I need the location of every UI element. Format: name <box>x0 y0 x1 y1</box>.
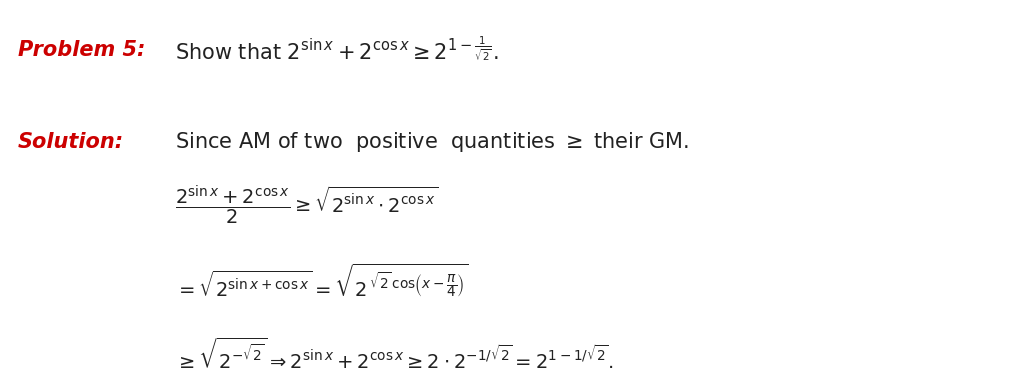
Text: Since AM of two  positive  quantities $\geq$ their GM.: Since AM of two positive quantities $\ge… <box>175 130 689 154</box>
Text: $\geq \sqrt{2^{-\sqrt{2}}} \Rightarrow 2^{\sin x} + 2^{\cos x} \geq 2 \cdot 2^{-: $\geq \sqrt{2^{-\sqrt{2}}} \Rightarrow 2… <box>175 338 613 372</box>
Text: Problem 5:: Problem 5: <box>18 40 145 60</box>
Text: $= \sqrt{2^{\sin x + \cos x}} = \sqrt{2^{\,\sqrt{2}\,\cos\!\left(x-\dfrac{\pi}{4: $= \sqrt{2^{\sin x + \cos x}} = \sqrt{2^… <box>175 263 469 301</box>
Text: Show that $2^{\sin x} + 2^{\cos x} \geq 2^{1-\frac{1}{\sqrt{2}}}$.: Show that $2^{\sin x} + 2^{\cos x} \geq … <box>175 36 499 64</box>
Text: Solution:: Solution: <box>18 132 124 152</box>
Text: $\dfrac{2^{\sin x} + 2^{\cos x}}{2} \geq \sqrt{2^{\sin x} \cdot 2^{\cos x}}$: $\dfrac{2^{\sin x} + 2^{\cos x}}{2} \geq… <box>175 184 438 227</box>
